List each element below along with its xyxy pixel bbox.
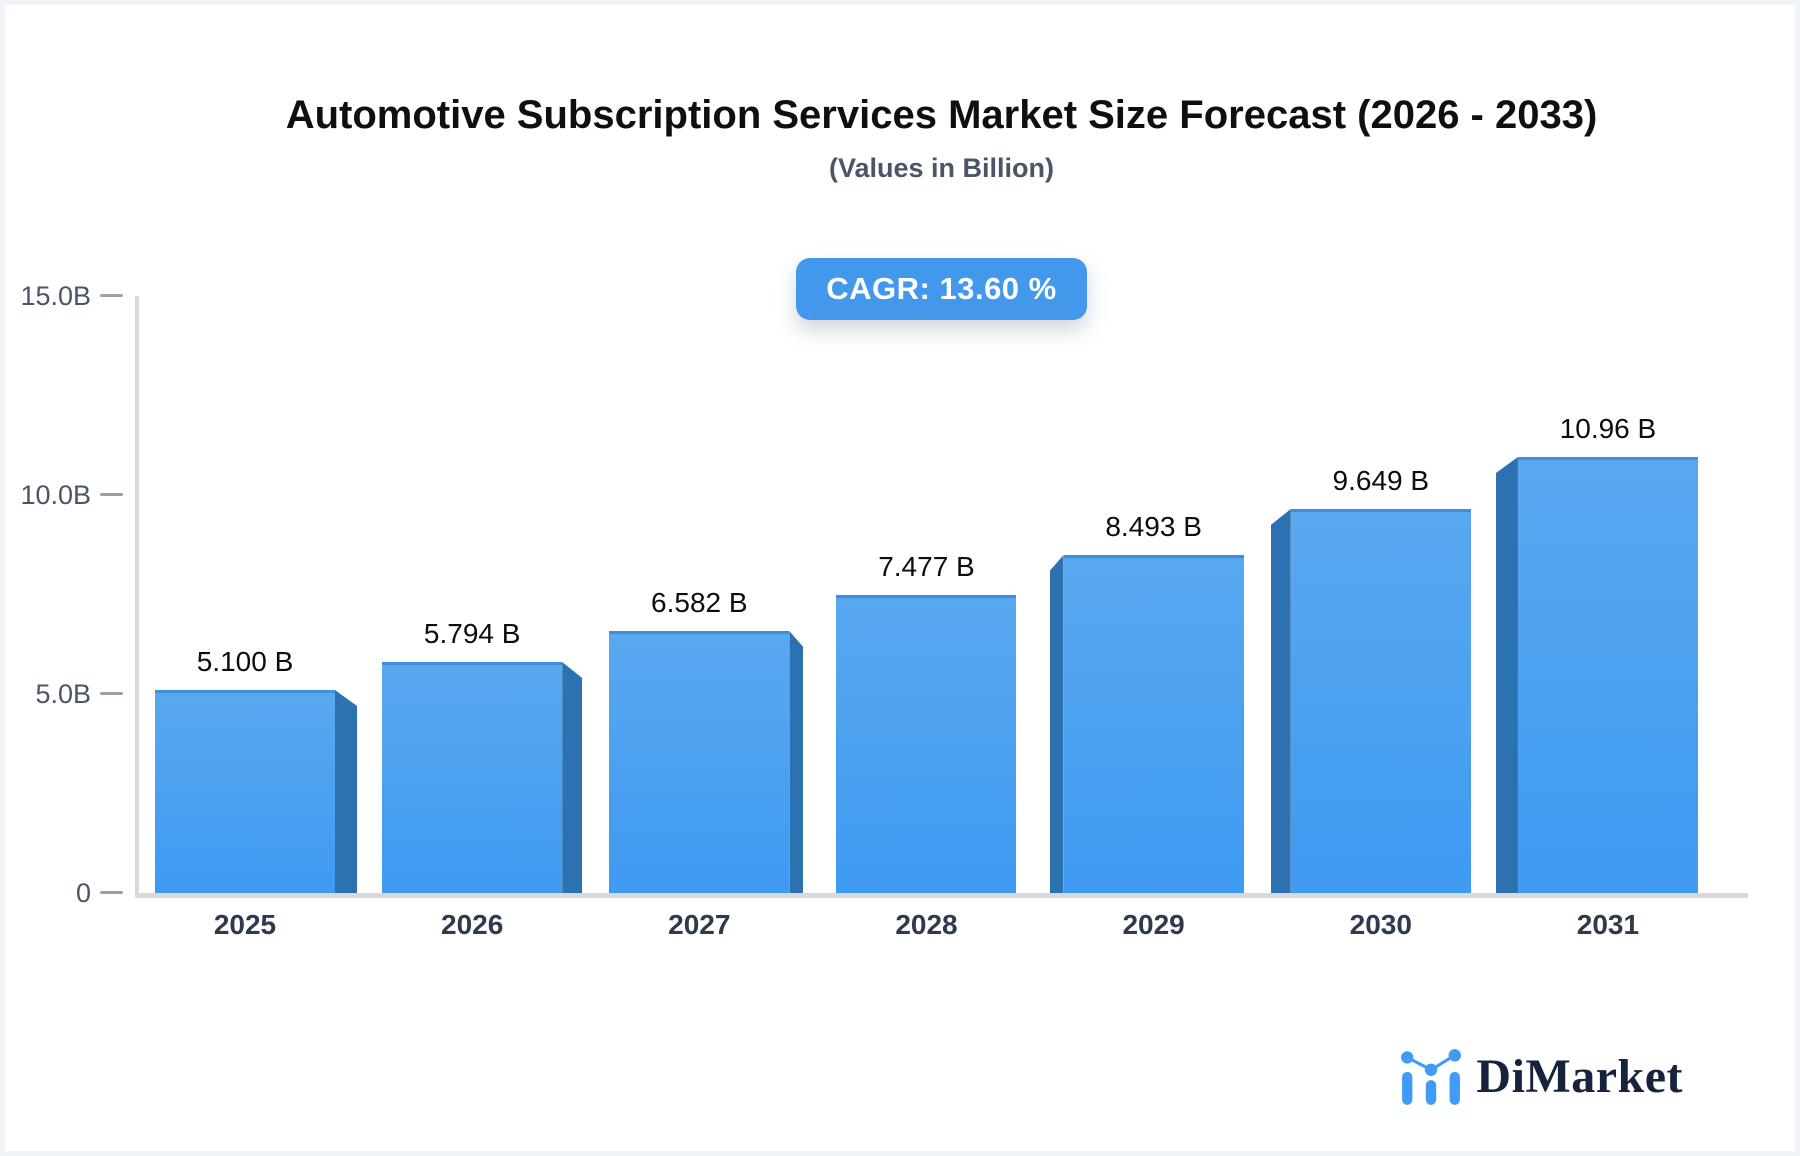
x-axis-label: 2025 — [213, 909, 277, 940]
x-axis-label: 2031 — [1576, 909, 1640, 940]
x-axis-label: 2029 — [1122, 909, 1185, 940]
bar — [1063, 555, 1244, 893]
bar-group: 5.100 B — [155, 296, 357, 893]
cagr-badge: CAGR: 13.60 % — [796, 258, 1087, 320]
bar-value-label: 6.582 B — [651, 587, 748, 618]
y-tick-dash — [100, 891, 123, 894]
bar-side-3d — [562, 662, 583, 893]
bar-side-3d — [335, 690, 357, 893]
bar-group: 9.649 B — [1270, 296, 1471, 893]
bar-line-chart-icon — [1401, 1049, 1462, 1105]
bar — [836, 595, 1017, 893]
y-tick-dash — [100, 692, 123, 695]
y-tick-dash — [100, 294, 123, 297]
bar — [1290, 509, 1471, 893]
cagr-badge-wrap: CAGR: 13.60 % — [135, 258, 1748, 320]
bar — [155, 690, 335, 893]
bar-value-label: 5.100 B — [196, 646, 294, 677]
x-axis-label: 2027 — [668, 909, 731, 940]
plot-area: 15.0B 10.0B 5.0B 0 5.100 B 5.794 B 6.582 B 7.4… — [20, 281, 1748, 940]
bar-side-3d — [1495, 457, 1518, 893]
bar-value-label: 7.477 B — [878, 551, 975, 582]
x-axis-label: 2028 — [895, 909, 958, 940]
y-tick-label: 0 — [75, 878, 91, 908]
y-tick-dash — [100, 493, 123, 496]
bars-row: 5.100 B 5.794 B 6.582 B 7.477 B 8.493 B 9.649… — [135, 296, 1748, 893]
x-axis-line — [135, 893, 1748, 898]
bar-group: 7.477 B — [836, 296, 1017, 893]
x-axis-label: 2026 — [441, 909, 504, 940]
x-axis-label: 2030 — [1349, 909, 1412, 940]
brand-name: DiMarket — [1476, 1049, 1683, 1103]
bar-group: 6.582 B — [609, 296, 804, 893]
bar — [382, 662, 563, 893]
bar — [609, 631, 790, 893]
bar-value-label: 10.96 B — [1559, 413, 1657, 444]
y-tick-label: 15.0B — [20, 281, 91, 311]
bar-value-label: 9.649 B — [1332, 465, 1430, 496]
bar-group: 5.794 B — [382, 296, 583, 893]
bar-group: 10.96 B — [1495, 296, 1698, 893]
bar-side-3d — [1270, 509, 1291, 893]
chart-subtitle: (Values in Billion) — [828, 153, 1055, 183]
chart-title: Automotive Subscription Services Market … — [285, 93, 1598, 137]
y-tick-label: 10.0B — [20, 480, 91, 510]
bar — [1517, 457, 1698, 893]
bar-value-label: 8.493 B — [1105, 511, 1202, 542]
bar-group: 8.493 B — [1049, 296, 1244, 893]
y-tick-label: 5.0B — [35, 679, 91, 709]
bar-side-3d — [1049, 555, 1064, 893]
bar-side-3d — [789, 631, 804, 893]
brand-logo: DiMarket — [1400, 1045, 1683, 1107]
bar-value-label: 5.794 B — [423, 618, 521, 649]
y-axis-line — [135, 296, 139, 893]
x-axis-labels: 2025 2026 2027 2028 2029 2030 2031 — [135, 909, 1748, 941]
